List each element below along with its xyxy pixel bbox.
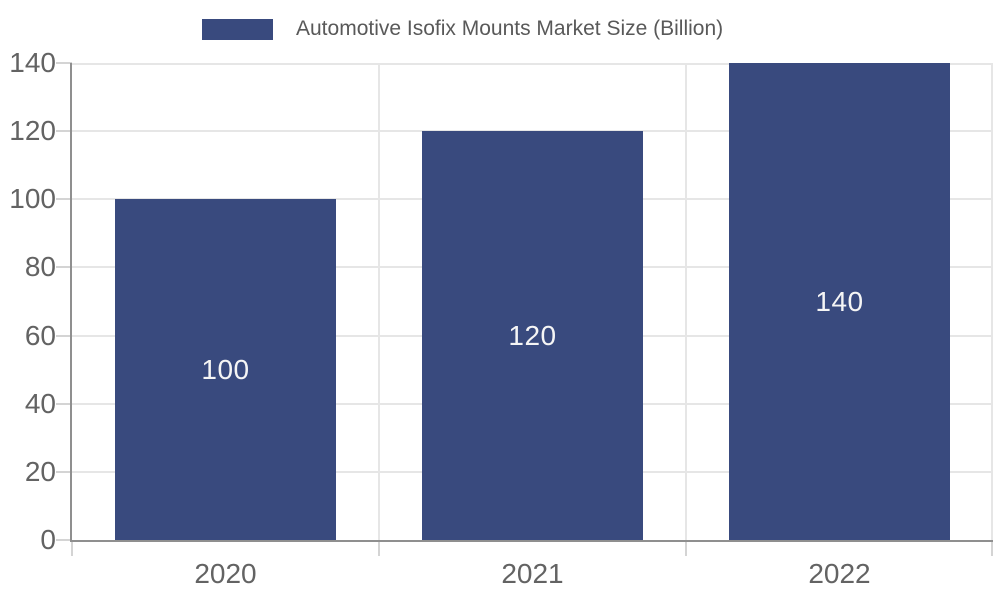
x-axis-line [70,540,993,542]
bar-value-label: 140 [815,285,864,317]
gridline-vertical [378,63,380,540]
x-tick-mark [71,542,73,556]
x-tick-label: 2020 [194,558,257,589]
y-tick-label: 100 [9,183,56,215]
gridline-vertical [685,63,687,540]
x-tick-label: 2022 [808,558,871,589]
gridline-vertical [991,63,993,540]
plot-area: 100 120 140 [72,63,993,540]
y-tick-label: 120 [9,115,56,147]
x-axis-tick-labels: 2020 2021 2022 [72,558,993,594]
y-tick-label: 60 [24,319,56,351]
y-tick-label: 80 [24,251,56,283]
y-tick-label: 20 [24,455,56,487]
bar-value-label: 100 [201,353,250,385]
y-axis-line [70,63,72,542]
legend-label: Automotive Isofix Mounts Market Size (Bi… [296,17,724,40]
bar-2022: 140 [729,63,950,540]
legend-swatch [202,18,273,40]
x-tick-mark [991,542,993,556]
y-tick-label: 0 [40,524,56,555]
bar-value-label: 120 [508,319,557,351]
x-tick-mark [685,542,687,556]
bar-2021: 120 [422,131,643,540]
y-tick-label: 140 [9,47,56,78]
x-tick-mark [378,542,380,556]
x-tick-label: 2021 [501,558,564,589]
bar-2020: 100 [115,199,336,540]
chart-legend: Automotive Isofix Mounts Market Size (Bi… [202,17,723,41]
y-tick-label: 40 [24,387,56,419]
